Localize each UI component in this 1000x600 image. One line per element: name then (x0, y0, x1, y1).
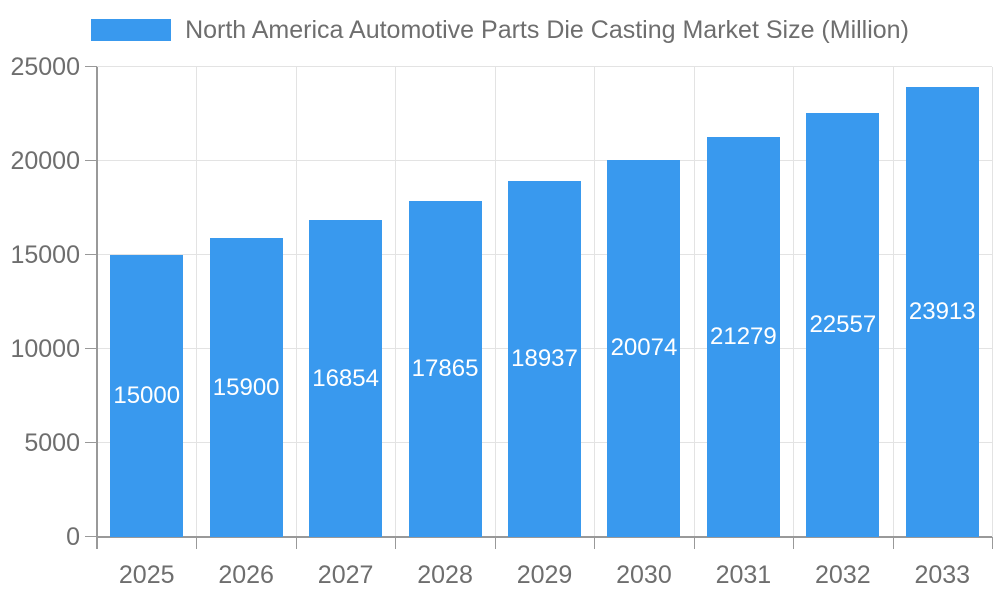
v-gridline (693, 67, 695, 537)
y-tick (85, 536, 97, 537)
v-gridline (594, 67, 596, 537)
y-tick-label: 0 (66, 523, 80, 551)
v-gridline (892, 67, 894, 537)
x-tick-label: 2028 (417, 561, 473, 589)
y-tick (85, 254, 97, 255)
x-tick-label: 2026 (218, 561, 274, 589)
h-gridline (97, 160, 992, 161)
x-tick (992, 537, 993, 549)
v-gridline (196, 67, 198, 537)
x-tick-label: 2029 (516, 561, 573, 589)
v-gridline (793, 67, 795, 537)
x-tick-label: 2025 (118, 561, 175, 589)
h-gridline (97, 66, 992, 67)
x-tick (594, 537, 596, 549)
x-tick (892, 537, 894, 549)
y-tick-label: 10000 (10, 335, 80, 363)
x-tick (793, 537, 795, 549)
bar-2032[interactable] (806, 112, 880, 537)
bar-2031[interactable] (706, 136, 780, 537)
x-tick-label: 2031 (715, 561, 772, 589)
v-gridline (992, 67, 993, 537)
bar-2025[interactable] (110, 255, 184, 537)
x-tick (97, 537, 98, 549)
x-tick-label: 2032 (815, 561, 871, 589)
bar-2027[interactable] (309, 220, 383, 537)
y-tick (85, 442, 97, 443)
y-tick (85, 66, 97, 67)
x-tick-label: 2033 (914, 561, 971, 589)
x-tick (196, 537, 198, 549)
legend-label: North America Automotive Parts Die Casti… (185, 16, 909, 44)
legend-swatch-icon (91, 19, 172, 41)
bar-2033[interactable] (905, 87, 979, 537)
x-tick-label: 2030 (616, 561, 672, 589)
v-gridline (494, 67, 496, 537)
y-tick-label: 5000 (24, 429, 80, 457)
legend[interactable]: North America Automotive Parts Die Casti… (0, 16, 1000, 44)
x-tick (295, 537, 297, 549)
y-tick-label: 15000 (10, 241, 80, 269)
v-gridline (395, 67, 397, 537)
y-axis-line (96, 67, 98, 549)
bar-2030[interactable] (607, 159, 681, 537)
y-tick (85, 348, 97, 349)
x-axis-line (97, 536, 992, 538)
x-tick (494, 537, 496, 549)
x-tick-label: 2027 (317, 561, 374, 589)
bar-2029[interactable] (508, 180, 581, 537)
x-tick (693, 537, 695, 549)
bar-2028[interactable] (408, 201, 482, 537)
v-gridline (295, 67, 297, 537)
y-tick (85, 160, 97, 161)
bar-2026[interactable] (209, 238, 283, 537)
x-tick (395, 537, 397, 549)
y-tick-label: 25000 (10, 53, 80, 81)
y-tick-label: 20000 (10, 147, 80, 175)
